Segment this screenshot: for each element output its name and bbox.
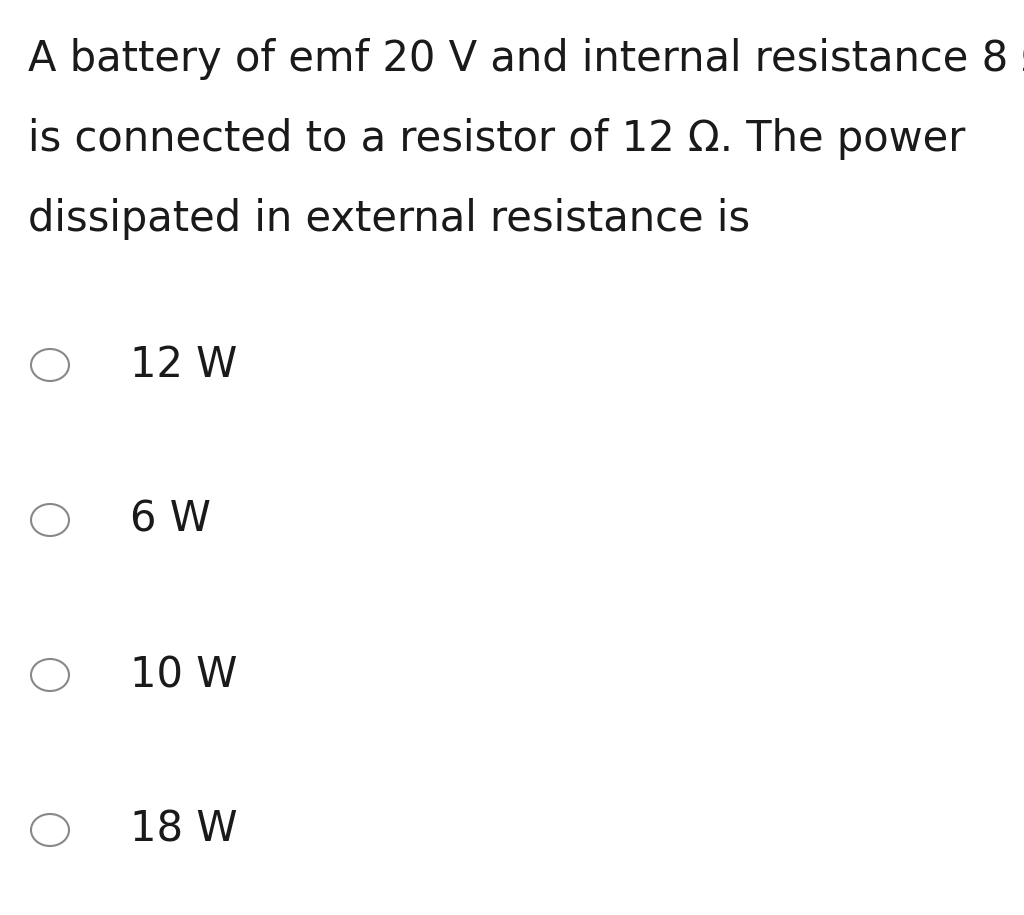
Text: is connected to a resistor of 12 Ω. The power: is connected to a resistor of 12 Ω. The … [28,118,966,160]
Text: 10 W: 10 W [130,654,238,696]
Text: 18 W: 18 W [130,809,238,851]
Text: 6 W: 6 W [130,499,211,541]
Text: A battery of emf 20 V and internal resistance 8 Ω: A battery of emf 20 V and internal resis… [28,38,1024,80]
Text: dissipated in external resistance is: dissipated in external resistance is [28,198,751,240]
Text: 12 W: 12 W [130,344,238,386]
